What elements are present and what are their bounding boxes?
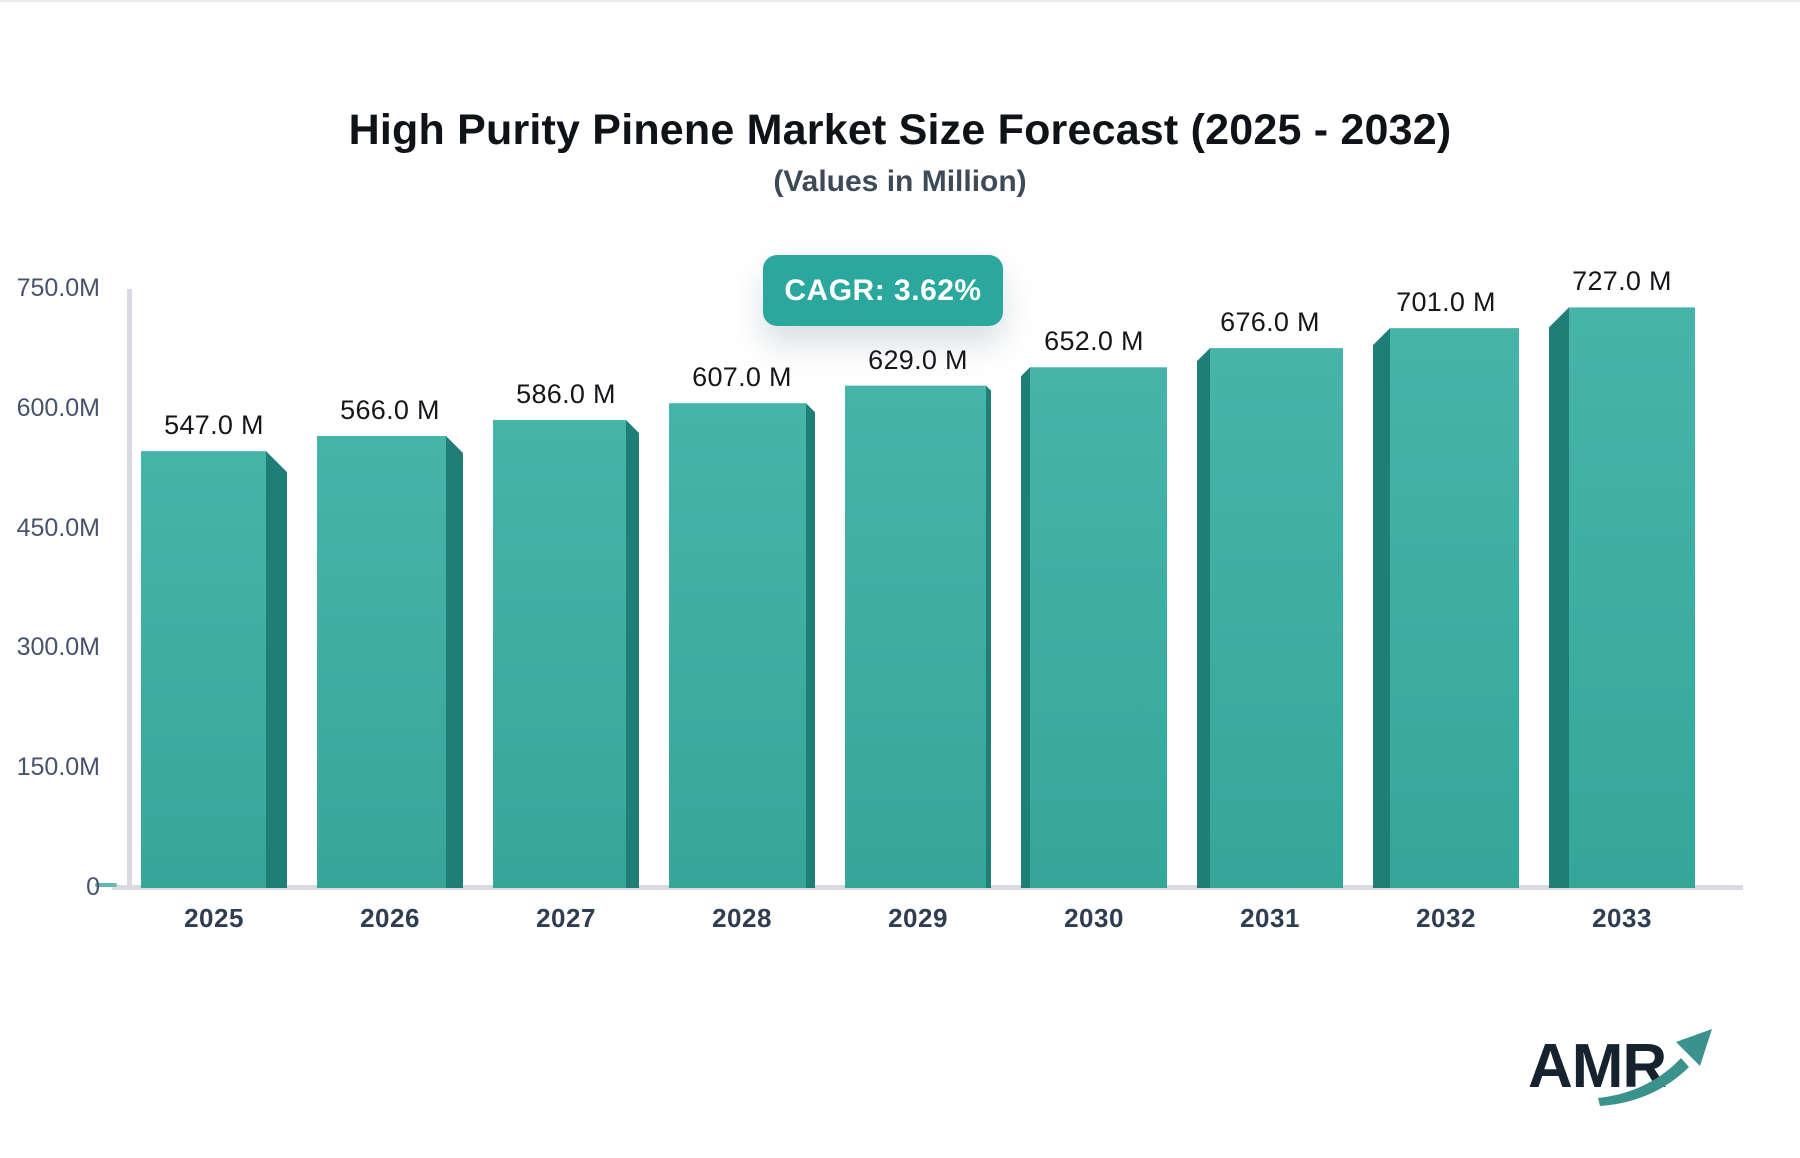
x-axis-tick-label: 2033	[1592, 903, 1652, 933]
y-axis-tick-label: 300.0M	[16, 633, 100, 662]
cagr-badge: CAGR: 3.62%	[763, 255, 1003, 326]
bar-side-face	[806, 403, 815, 888]
bar-value-label: 727.0 M	[1572, 266, 1672, 297]
bar-face	[1390, 328, 1519, 889]
y-axis-tick-label: 0	[86, 873, 100, 901]
bar	[845, 385, 991, 888]
bar-side-face	[1197, 348, 1210, 888]
bar	[669, 403, 815, 888]
bar-face	[141, 451, 266, 888]
chart-subtitle: (Values in Million)	[773, 165, 1027, 198]
bar-value-label: 701.0 M	[1396, 287, 1496, 318]
bar-face	[317, 435, 446, 888]
bar-face	[493, 419, 626, 888]
growth-arrow-icon	[1598, 1029, 1712, 1106]
bar	[493, 419, 639, 888]
bar-face	[1210, 348, 1343, 888]
x-axis-tick-label: 2030	[1064, 903, 1124, 933]
x-axis-tick-label: 2032	[1416, 903, 1476, 933]
bar-face	[669, 403, 806, 888]
x-axis-tick-label: 2028	[712, 903, 772, 933]
bar-value-label: 676.0 M	[1220, 307, 1320, 338]
cagr-badge-label: CAGR: 3.62%	[784, 273, 982, 307]
y-axis-tick-label: 750.0M	[16, 274, 100, 302]
bar-side-face	[446, 435, 463, 888]
bar-side-face	[266, 451, 287, 888]
bar-value-label: 629.0 M	[868, 344, 968, 375]
bar-face	[1569, 307, 1695, 888]
bar	[1373, 328, 1519, 889]
bar-side-face	[1021, 367, 1030, 888]
zero-tick-mark	[95, 883, 117, 887]
bar-side-face	[626, 419, 639, 888]
bar-side-face	[1549, 307, 1569, 888]
bar	[1549, 307, 1695, 888]
y-axis-tick-label: 450.0M	[16, 513, 100, 542]
bar-side-face	[986, 385, 991, 888]
bar-value-label: 607.0 M	[692, 362, 792, 393]
x-axis-tick-label: 2027	[536, 903, 596, 933]
y-axis-tick-label: 150.0M	[16, 753, 100, 782]
bar	[1197, 348, 1343, 888]
bar	[1021, 367, 1167, 888]
bar-value-label: 566.0 M	[340, 394, 440, 425]
bar	[141, 451, 287, 888]
y-axis-tick-label: 600.0M	[16, 393, 100, 422]
bar-face	[845, 385, 986, 888]
bar-face	[1030, 367, 1167, 888]
bar-side-face	[1373, 328, 1390, 889]
x-axis-tick-label: 2025	[184, 903, 244, 933]
y-axis-line	[127, 289, 132, 890]
bar	[317, 435, 463, 888]
x-axis-tick-label: 2026	[360, 903, 420, 933]
chart-title: High Purity Pinene Market Size Forecast …	[348, 106, 1452, 154]
bar-value-label: 652.0 M	[1044, 326, 1144, 357]
bar-value-label: 547.0 M	[164, 410, 264, 441]
x-axis-tick-label: 2029	[888, 903, 948, 933]
bar-value-label: 586.0 M	[516, 378, 616, 409]
x-axis-tick-label: 2031	[1240, 903, 1300, 933]
